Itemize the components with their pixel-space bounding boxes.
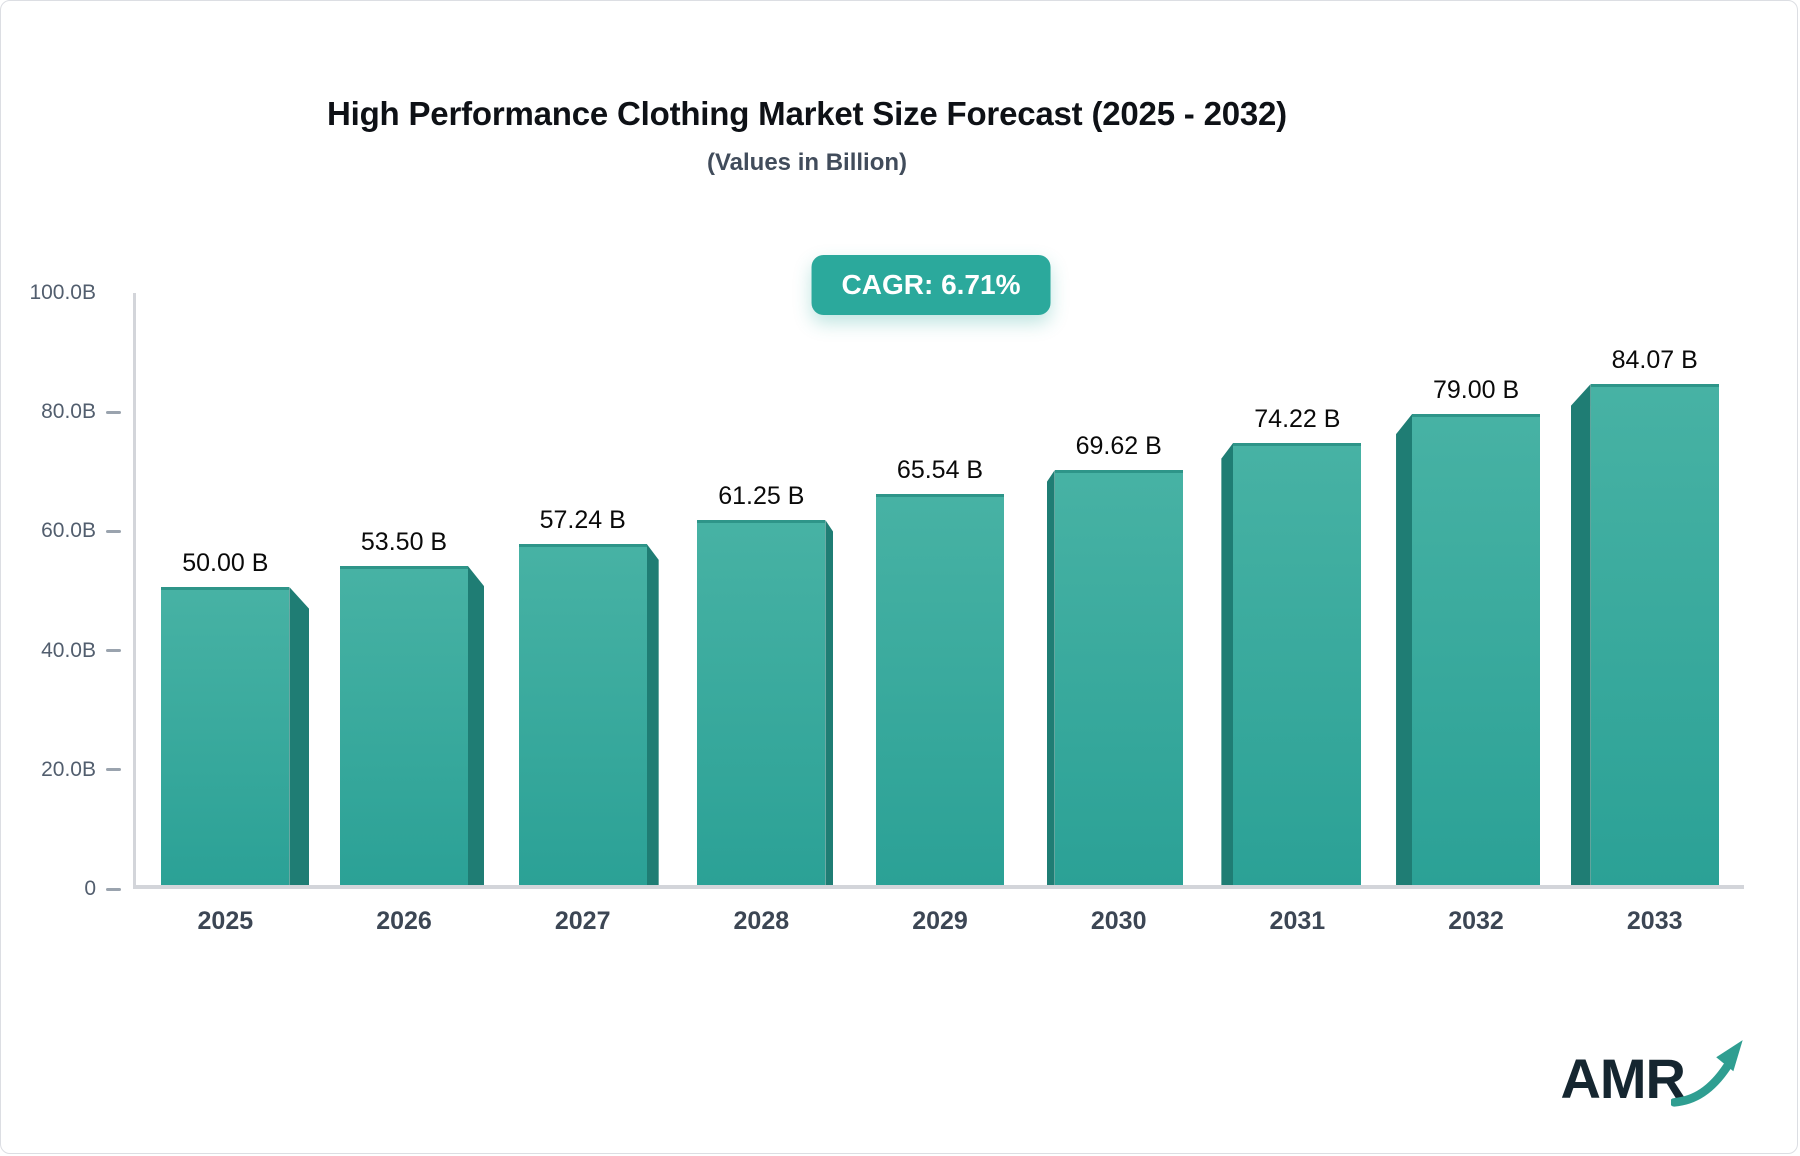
- bar-group-2026: 53.50 B 2026: [315, 293, 494, 935]
- bar-3d-side: [646, 543, 659, 885]
- x-axis-label: 2031: [1269, 907, 1326, 935]
- trend-up-arrow-icon: [1671, 1039, 1743, 1107]
- bar-value-label: 50.00 B: [182, 549, 269, 577]
- bar-2033[interactable]: [1570, 383, 1719, 885]
- bar-3d-side: [468, 566, 484, 885]
- y-tick-mark: [106, 529, 121, 533]
- y-tick-mark: [106, 887, 121, 891]
- bar-face: [518, 543, 647, 885]
- bar-2028[interactable]: [697, 519, 834, 885]
- bar-2025[interactable]: [161, 587, 310, 885]
- bar-3d-side: [1221, 442, 1234, 885]
- y-tick-label: 20.0B: [41, 757, 96, 781]
- plot-area: 0 20.0B 40.0B 60.0B 80.0B 100.0B 50.00 B 2025 5…: [29, 281, 1744, 935]
- bar-value-label: 74.22 B: [1254, 404, 1341, 433]
- x-axis-label: 2028: [733, 907, 790, 935]
- bar-3d-side: [825, 519, 834, 885]
- bar-2031[interactable]: [1221, 442, 1362, 885]
- y-tick-label: 40.0B: [41, 638, 96, 662]
- amr-logo: AMR: [1560, 1039, 1749, 1111]
- bar-2032[interactable]: [1396, 414, 1541, 885]
- y-tick-label: 100.0B: [29, 281, 96, 304]
- x-axis-label: 2026: [376, 907, 432, 935]
- x-axis-label: 2029: [912, 907, 968, 935]
- bar-group-2028: 61.25 B 2028: [672, 293, 851, 935]
- bar-value-label: 61.25 B: [718, 481, 805, 510]
- bar-2026[interactable]: [340, 566, 484, 885]
- y-tick-label: 0: [84, 877, 96, 900]
- chart-header: High Performance Clothing Market Size Fo…: [1, 1, 1613, 177]
- bar-3d-side: [1396, 414, 1413, 885]
- bar-group-2033: 84.07 B 2033: [1565, 293, 1744, 935]
- bars-container: 50.00 B 2025 53.50 B 2026 57.24 B 2027 61.25 B…: [136, 293, 1744, 935]
- chart-subtitle: (Values in Billion): [706, 149, 908, 176]
- bar-face: [1590, 383, 1719, 885]
- bar-face: [1054, 470, 1183, 885]
- bar-value-label: 53.50 B: [360, 528, 448, 557]
- bar-value-label: 57.24 B: [539, 505, 626, 534]
- bar-value-label: 84.07 B: [1611, 345, 1698, 374]
- bar-3d-side: [1046, 470, 1055, 885]
- x-axis-label: 2027: [554, 907, 611, 935]
- y-tick-mark: [106, 410, 121, 414]
- cagr-badge: CAGR: 6.71%: [811, 255, 1051, 315]
- bar-face: [161, 587, 290, 885]
- bar-group-2025: 50.00 B 2025: [136, 293, 315, 935]
- bar-3d-side: [289, 587, 310, 885]
- y-tick-mark: [106, 768, 121, 772]
- bar-group-2027: 57.24 B 2027: [493, 293, 672, 935]
- bar-value-label: 65.54 B: [896, 456, 984, 485]
- bar-3d-side: [1570, 383, 1591, 885]
- bar-face: [876, 494, 1005, 885]
- x-axis-label: 2032: [1448, 907, 1504, 935]
- bar-group-2030: 69.62 B 2030: [1029, 293, 1208, 935]
- y-tick-mark: [106, 649, 121, 653]
- bar-face: [1233, 442, 1362, 885]
- bar-2029[interactable]: [876, 494, 1005, 885]
- x-axis-label: 2030: [1090, 907, 1147, 935]
- chart-title: High Performance Clothing Market Size Fo…: [327, 95, 1287, 132]
- y-tick-label: 80.0B: [41, 400, 96, 424]
- bar-group-2031: 74.22 B 2031: [1208, 293, 1387, 935]
- bar-value-label: 69.62 B: [1075, 432, 1162, 461]
- bar-2030[interactable]: [1046, 470, 1183, 885]
- bar-face: [1412, 414, 1541, 885]
- amr-logo-text: AMR: [1560, 1047, 1686, 1110]
- y-tick-label: 60.0B: [41, 519, 96, 543]
- x-axis-label: 2025: [197, 907, 254, 935]
- x-axis-label: 2033: [1626, 907, 1683, 935]
- bar-face: [340, 566, 468, 885]
- bar-group-2029: 65.54 B 2029: [851, 293, 1030, 935]
- bar-2027[interactable]: [518, 543, 659, 885]
- bar-value-label: 79.00 B: [1432, 376, 1520, 405]
- bar-group-2032: 79.00 B 2032: [1387, 293, 1566, 935]
- bar-face: [697, 519, 826, 885]
